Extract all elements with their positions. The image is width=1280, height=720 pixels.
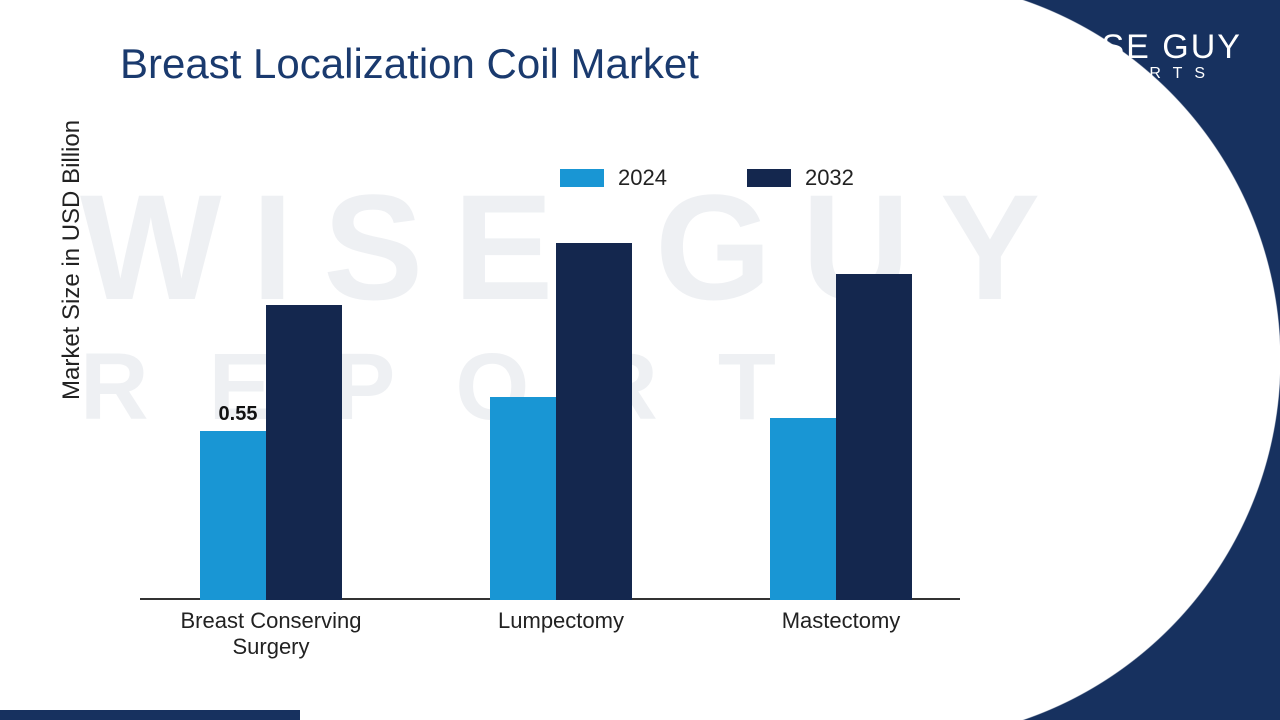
y-axis-label: Market Size in USD Billion	[58, 120, 86, 400]
legend-label-2032: 2032	[805, 165, 854, 191]
chart-stage: WISE GUYREPORTS WISE GUY REPORTS Breast …	[0, 0, 1280, 720]
bar-2032	[266, 305, 342, 600]
brand-logo: WISE GUY REPORTS	[1056, 28, 1242, 83]
bar-2032	[556, 243, 632, 600]
brand-line1: WISE GUY	[1056, 28, 1242, 67]
bar-2024	[490, 397, 566, 600]
legend-item-2032: 2032	[747, 165, 854, 191]
category-label: Breast Conserving Surgery	[171, 600, 371, 661]
bar-2024: 0.55	[200, 431, 276, 600]
legend-swatch-2032	[747, 169, 791, 187]
chart-title: Breast Localization Coil Market	[120, 40, 699, 88]
category-label: Mastectomy	[741, 600, 941, 634]
legend: 2024 2032	[560, 165, 854, 191]
chart-plot-area: 0.55Breast Conserving SurgeryLumpectomyM…	[140, 200, 960, 600]
bar-value-label: 0.55	[200, 403, 276, 426]
bar-2032	[836, 274, 912, 600]
bottom-accent-bar	[0, 710, 300, 720]
legend-item-2024: 2024	[560, 165, 667, 191]
category-label: Lumpectomy	[461, 600, 661, 634]
legend-label-2024: 2024	[618, 165, 667, 191]
brand-line2: REPORTS	[1056, 65, 1242, 83]
legend-swatch-2024	[560, 169, 604, 187]
bar-2024	[770, 418, 846, 600]
